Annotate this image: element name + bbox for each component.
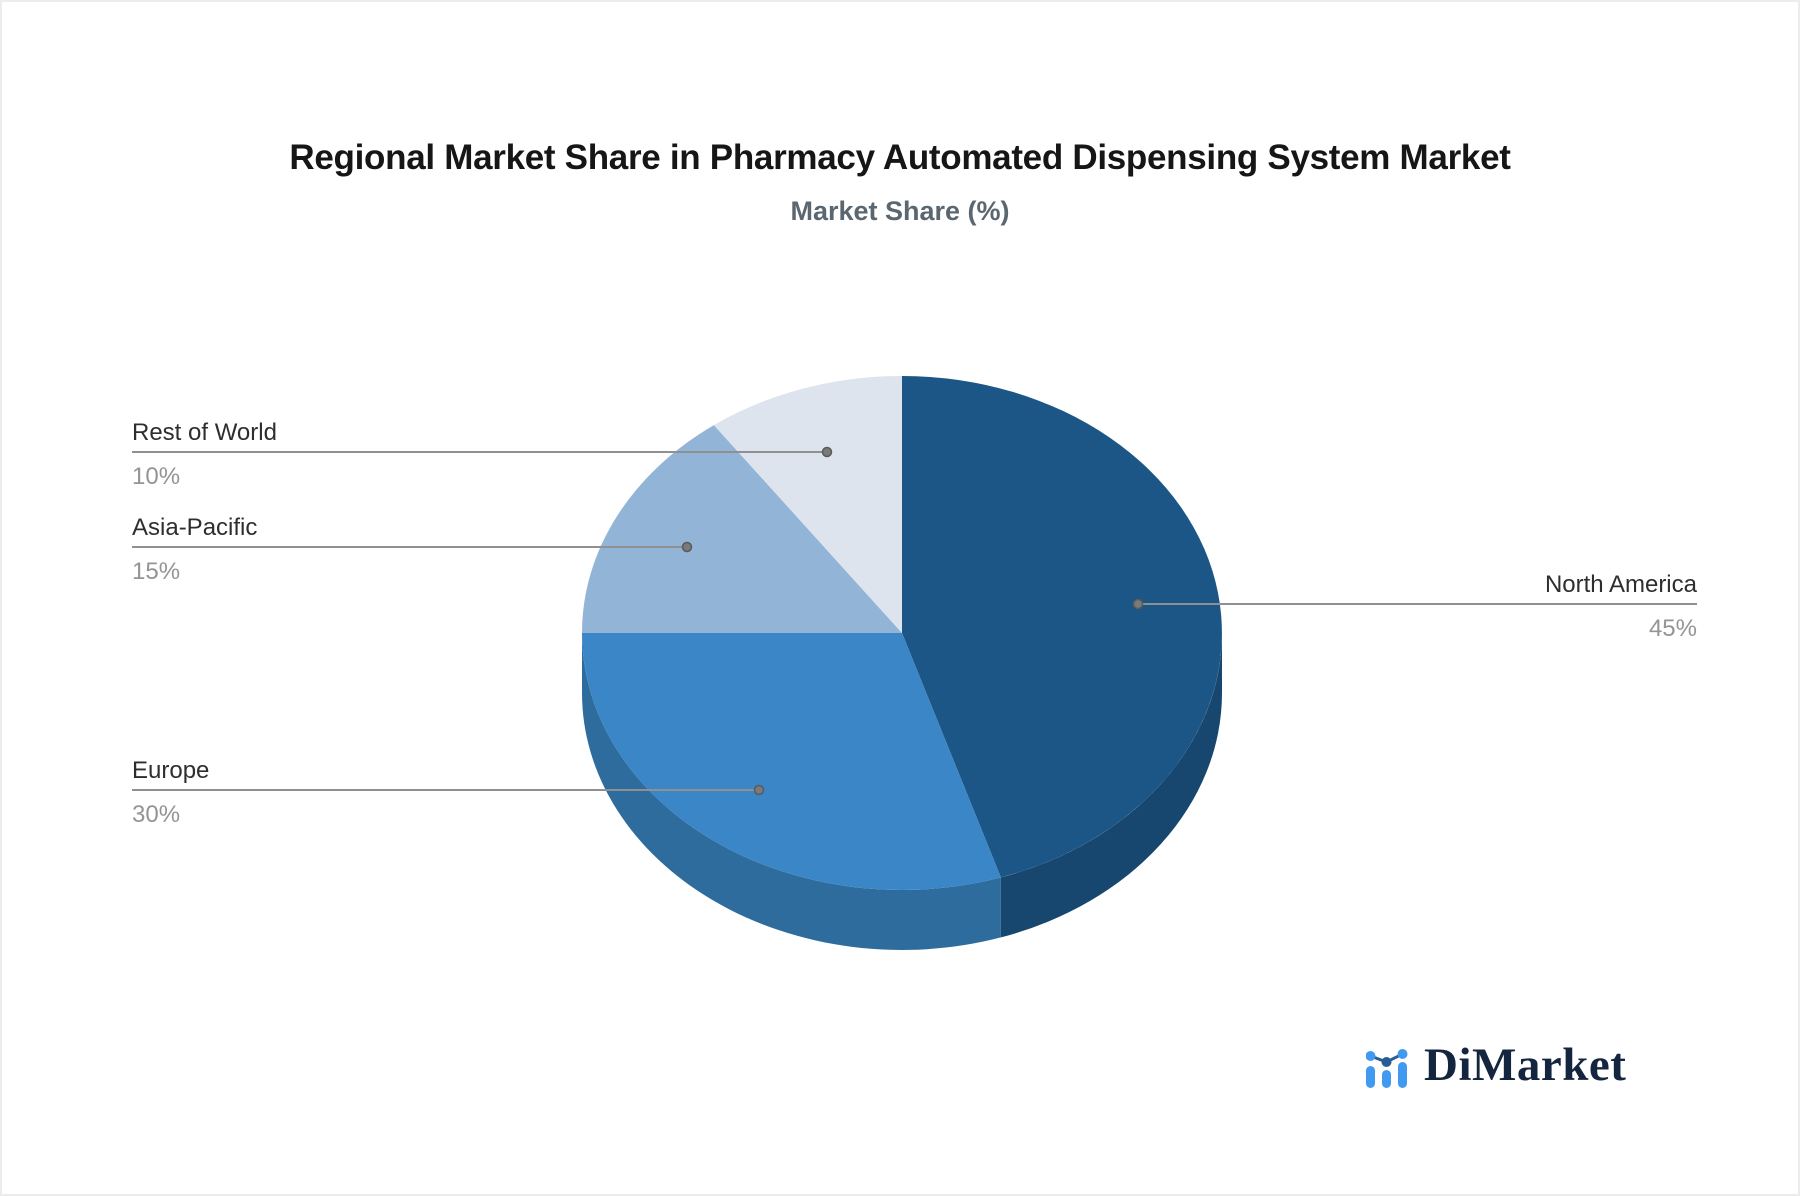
callout-dot-asia-pacific xyxy=(681,541,693,553)
chart-title: Regional Market Share in Pharmacy Automa… xyxy=(289,138,1511,177)
pie-slice-rest-of-world[interactable] xyxy=(713,376,902,633)
pie-slice-north-america[interactable] xyxy=(902,376,1222,878)
callout-value-europe: 30% xyxy=(132,801,181,828)
callout-value-north-america: 45% xyxy=(1648,615,1697,642)
callout-label-rest-of-world: Rest of World xyxy=(132,419,277,446)
dimarket-logo: DiMarket xyxy=(1366,1038,1686,1108)
pie-slice-asia-pacific[interactable] xyxy=(582,425,902,633)
callout-label-europe: Europe xyxy=(132,757,210,784)
callout-value-asia-pacific: 15% xyxy=(132,558,181,585)
callout-dot-europe xyxy=(753,784,765,796)
callout-value-rest-of-world: 10% xyxy=(132,463,181,490)
bar-line-chart-icon xyxy=(1366,1049,1408,1088)
pie-slice-europe[interactable] xyxy=(582,633,1001,890)
callout-label-north-america: North America xyxy=(1544,571,1697,598)
callout-dot-north-america xyxy=(1132,598,1144,610)
chart-subtitle: Market Share (%) xyxy=(790,196,1010,226)
pie-slice-side-europe xyxy=(582,633,1001,950)
dimarket-logo-text: DiMarket xyxy=(1424,1039,1627,1091)
pie-slice-side-north-america xyxy=(1000,633,1222,938)
callout-dot-rest-of-world xyxy=(821,446,833,458)
callout-label-asia-pacific: Asia-Pacific xyxy=(132,514,258,541)
